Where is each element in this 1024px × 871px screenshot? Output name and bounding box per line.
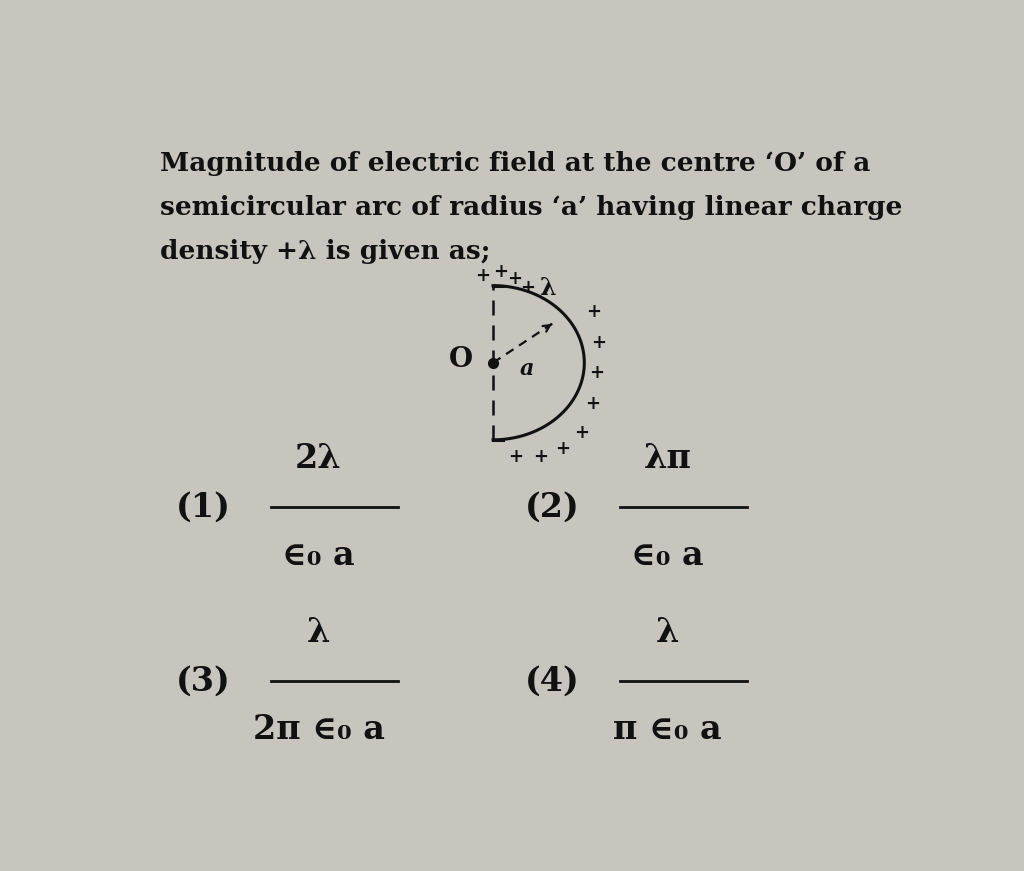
Text: (3): (3): [176, 665, 230, 698]
Text: a: a: [520, 357, 535, 380]
Text: density +λ is given as;: density +λ is given as;: [160, 239, 490, 264]
Text: +: +: [534, 449, 548, 466]
Text: ∈₀ a: ∈₀ a: [283, 539, 354, 572]
Text: 2λ: 2λ: [295, 442, 342, 475]
Text: (1): (1): [176, 490, 230, 523]
Text: λ: λ: [656, 616, 679, 649]
Text: 2π ∈₀ a: 2π ∈₀ a: [253, 713, 384, 746]
Text: +: +: [573, 424, 589, 442]
Text: +: +: [508, 448, 523, 466]
Text: +: +: [555, 440, 570, 457]
Text: +: +: [591, 334, 606, 352]
Text: +: +: [520, 279, 535, 297]
Text: (4): (4): [524, 665, 580, 698]
Text: ∈₀ a: ∈₀ a: [632, 539, 703, 572]
Text: +: +: [494, 263, 509, 281]
Text: λπ: λπ: [644, 442, 691, 475]
Text: +: +: [587, 303, 601, 321]
Text: semicircular arc of radius ‘a’ having linear charge: semicircular arc of radius ‘a’ having li…: [160, 195, 902, 220]
Text: +: +: [590, 364, 604, 381]
Text: λ: λ: [307, 616, 330, 649]
Text: π ∈₀ a: π ∈₀ a: [613, 713, 722, 746]
Text: +: +: [585, 395, 600, 413]
Text: (2): (2): [524, 490, 580, 523]
Text: Magnitude of electric field at the centre ‘O’ of a: Magnitude of electric field at the centr…: [160, 152, 870, 177]
Text: +: +: [507, 270, 522, 288]
Text: +: +: [475, 267, 490, 285]
Text: λ: λ: [539, 276, 556, 300]
Text: O: O: [450, 346, 473, 373]
